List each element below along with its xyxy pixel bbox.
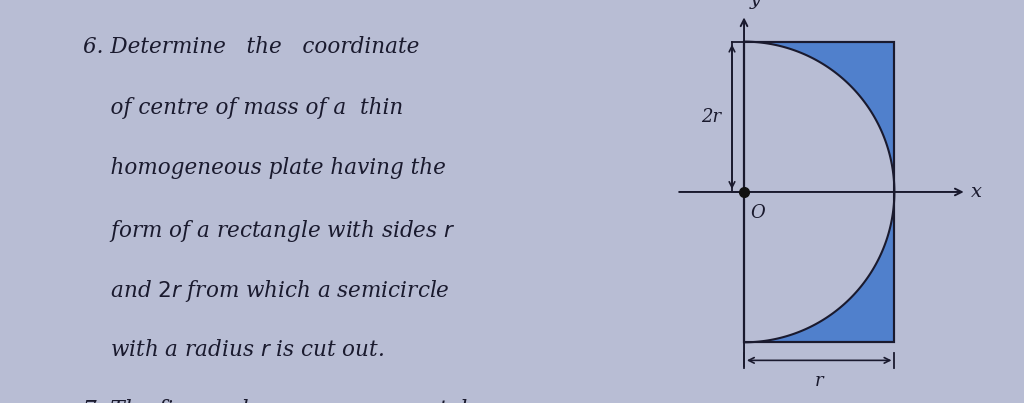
Text: form of a rectangle with sides $r$: form of a rectangle with sides $r$ [83, 218, 455, 244]
Polygon shape [744, 42, 894, 342]
Text: 2r: 2r [700, 108, 721, 126]
Text: x: x [971, 183, 982, 201]
Text: r: r [815, 372, 823, 391]
Bar [744, 42, 894, 342]
Text: with a radius $r$ is cut out.: with a radius $r$ is cut out. [83, 339, 384, 361]
Text: and $2r$ from which a semicircle: and $2r$ from which a semicircle [83, 278, 450, 304]
Text: 7. The figure shows a square metal: 7. The figure shows a square metal [83, 399, 467, 403]
Text: of centre of mass of a  thin: of centre of mass of a thin [83, 97, 402, 119]
Bar [744, 42, 894, 342]
Text: y: y [750, 0, 761, 8]
Text: homogeneous plate having the: homogeneous plate having the [83, 157, 445, 179]
Text: O: O [750, 204, 765, 222]
Text: 6. Determine   the   coordinate: 6. Determine the coordinate [83, 36, 419, 58]
